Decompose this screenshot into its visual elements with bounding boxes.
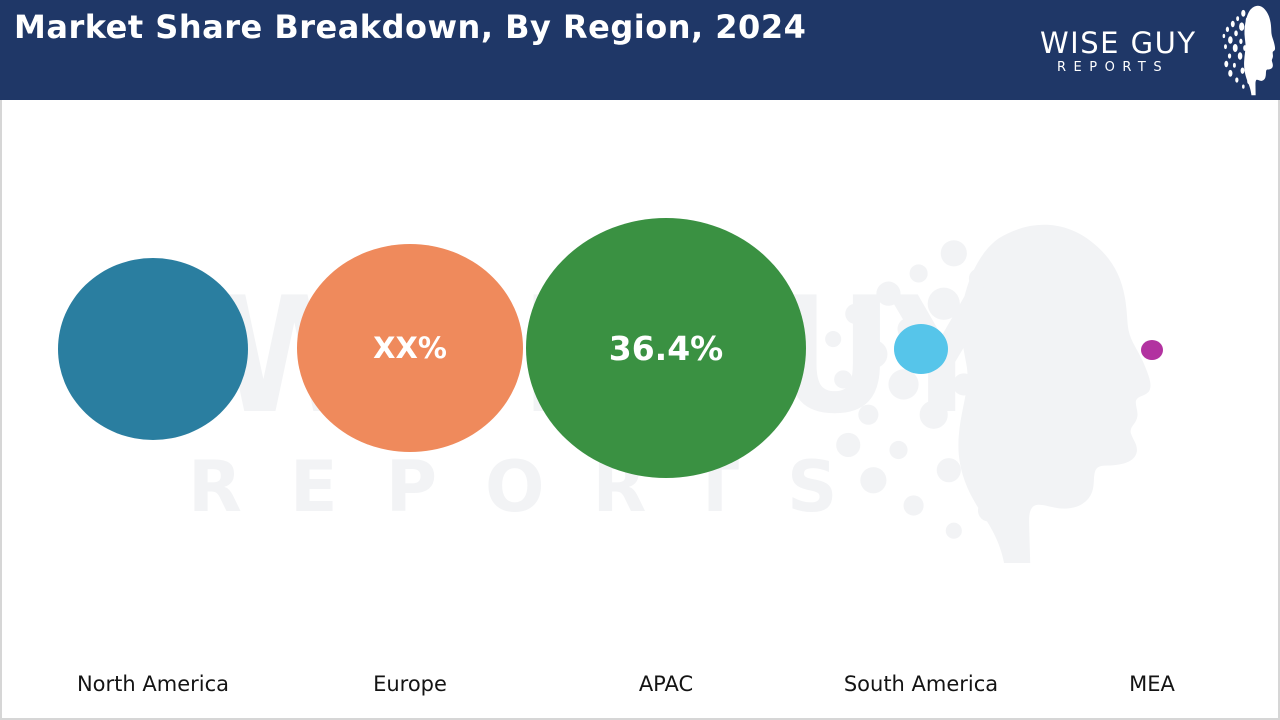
category-labels-row: North America Europe APAC South America MEA — [0, 672, 1280, 702]
bubble-apac: 36.4% — [526, 218, 806, 478]
category-label-mea: MEA — [1129, 672, 1175, 696]
category-label-south-america: South America — [843, 672, 999, 696]
bubble-value-label-apac: 36.4% — [608, 328, 724, 368]
bubble-north-america — [58, 258, 248, 440]
category-label-north-america: North America — [76, 672, 230, 696]
category-label-europe: Europe — [373, 672, 447, 696]
bubble-south-america — [894, 324, 948, 374]
category-label-apac: APAC — [638, 672, 694, 696]
logo-wordmark: WISE GUY — [1040, 26, 1197, 60]
logo-subtitle: REPORTS — [1057, 60, 1170, 75]
header-bar: Market Share Breakdown, By Region, 2024 … — [0, 0, 1280, 100]
bubble-mea — [1141, 340, 1163, 360]
page-title: Market Share Breakdown, By Region, 2024 — [14, 8, 807, 46]
bubble-europe: XX% — [297, 244, 523, 452]
bubble-value-label-europe: XX% — [373, 331, 447, 365]
